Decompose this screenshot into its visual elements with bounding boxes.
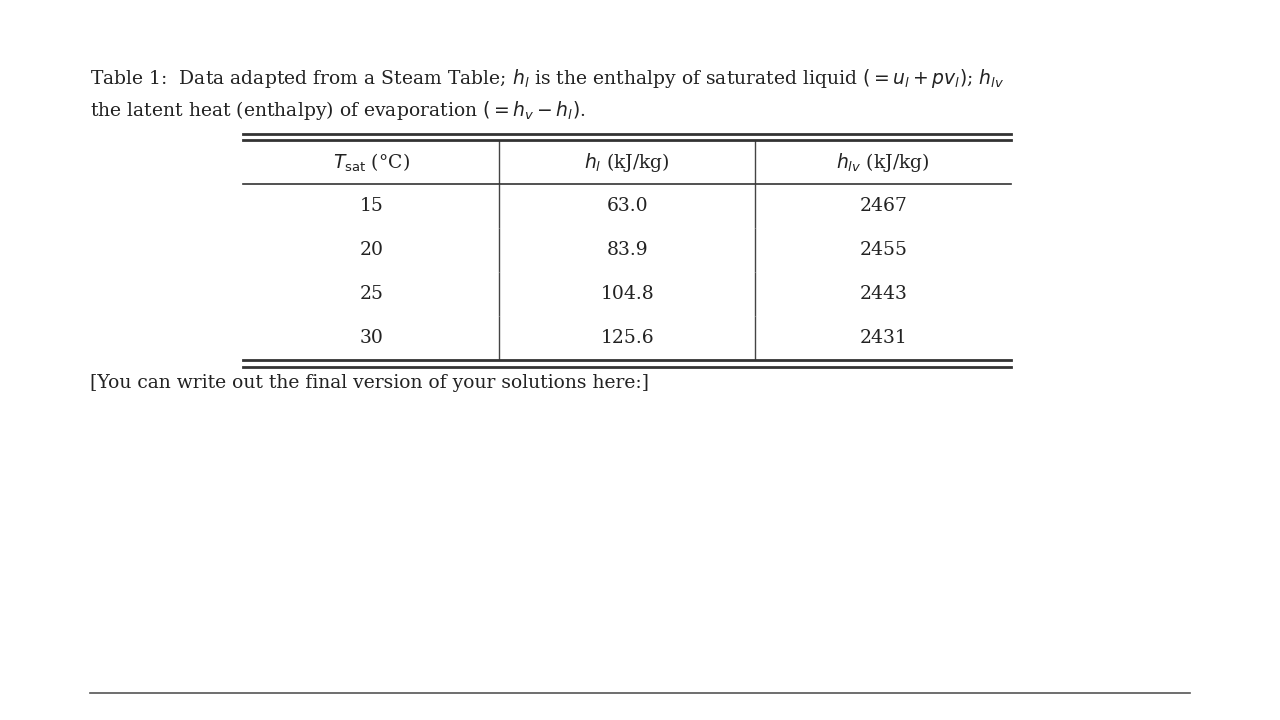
Text: [You can write out the final version of your solutions here:]: [You can write out the final version of … [90,374,649,392]
Text: the latent heat (enthalpy) of evaporation $(= h_v - h_l)$.: the latent heat (enthalpy) of evaporatio… [90,99,585,122]
Text: Table 1:  Data adapted from a Steam Table; $h_l$ is the enthalpy of saturated li: Table 1: Data adapted from a Steam Table… [90,67,1004,90]
